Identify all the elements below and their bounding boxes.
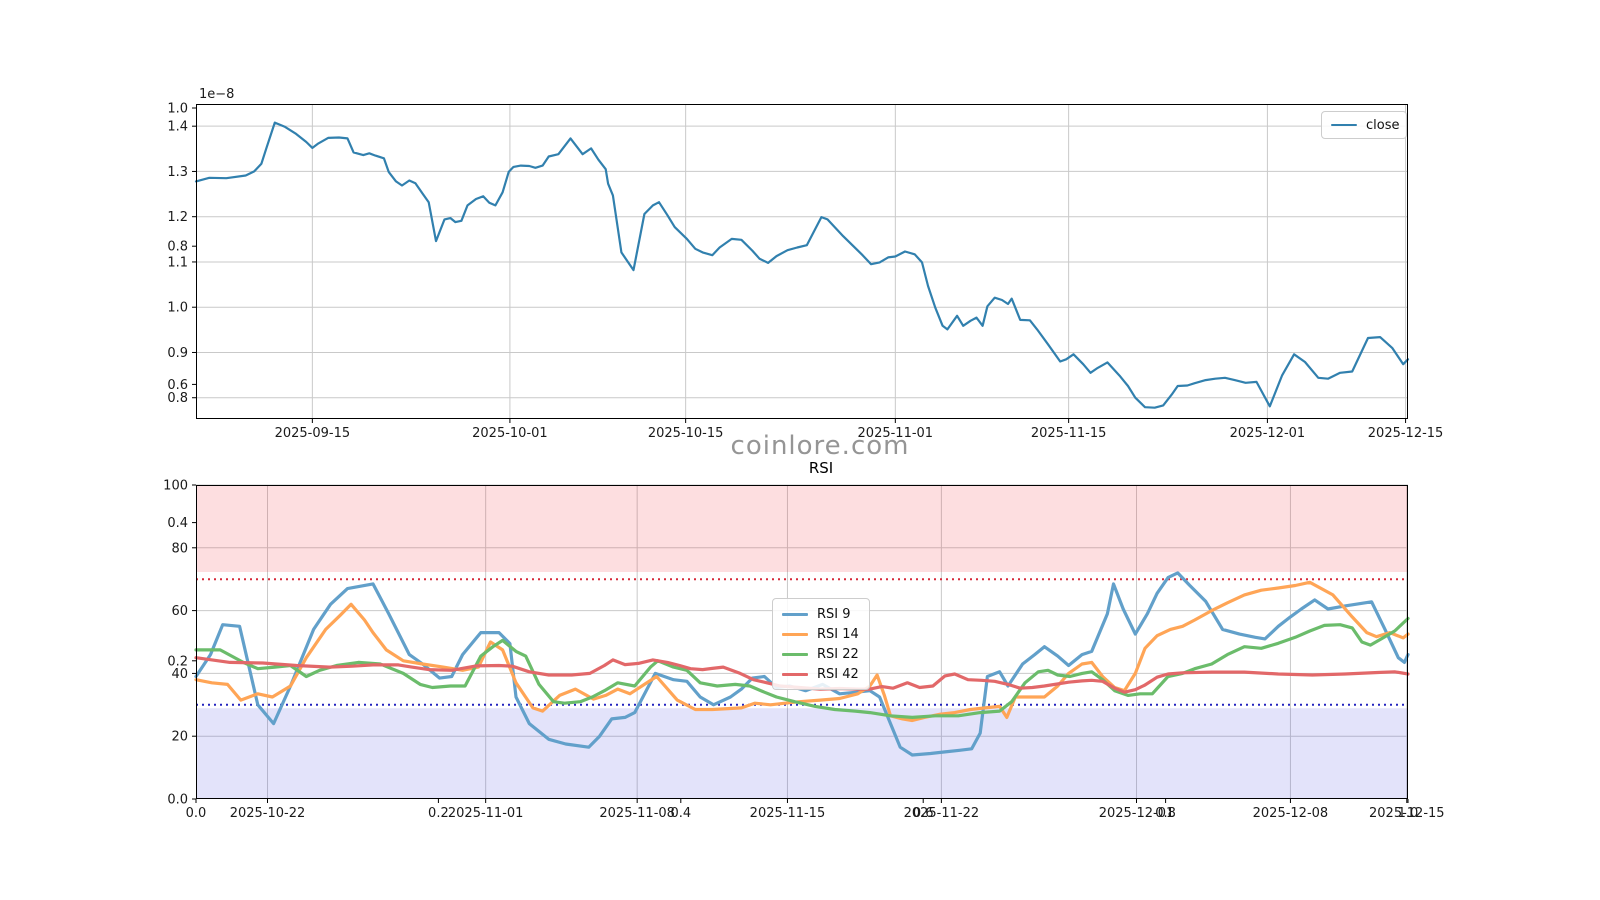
svg-text:2025-09-15: 2025-09-15 bbox=[275, 426, 351, 441]
legend-entry-close: close bbox=[1331, 117, 1400, 133]
overbought-band bbox=[196, 485, 1408, 572]
svg-text:0.6: 0.6 bbox=[913, 806, 934, 821]
hidden-axis: 0.0 0.2 0.4 0.6 0.8 1.01.00.80.60.40.20.0 bbox=[167, 102, 1418, 822]
svg-text:100: 100 bbox=[163, 479, 188, 494]
svg-text:2025-12-01: 2025-12-01 bbox=[1099, 806, 1175, 821]
svg-text:0.4: 0.4 bbox=[670, 806, 691, 821]
svg-text:20: 20 bbox=[171, 730, 188, 745]
oversold-band bbox=[196, 708, 1408, 799]
svg-text:2025-11-01: 2025-11-01 bbox=[448, 806, 524, 821]
price-chart-grid bbox=[196, 104, 1408, 419]
legend-label-rsi14: RSI 14 bbox=[817, 626, 859, 642]
series-close bbox=[194, 121, 1410, 409]
svg-text:0.8: 0.8 bbox=[167, 391, 188, 406]
legend-entry-rsi14: RSI 14 bbox=[782, 627, 860, 642]
svg-text:1.1: 1.1 bbox=[167, 255, 188, 270]
svg-text:2025-12-01: 2025-12-01 bbox=[1230, 426, 1306, 441]
svg-text:1.0: 1.0 bbox=[1398, 806, 1419, 821]
svg-text:60: 60 bbox=[171, 604, 188, 619]
svg-text:1.2: 1.2 bbox=[167, 210, 188, 225]
svg-text:2025-11-15: 2025-11-15 bbox=[750, 806, 826, 821]
svg-text:2025-12-15: 2025-12-15 bbox=[1369, 806, 1445, 821]
legend-label-rsi9: RSI 9 bbox=[817, 606, 851, 622]
legend-line-rsi42 bbox=[782, 672, 808, 676]
legend-label-rsi22: RSI 22 bbox=[817, 646, 859, 662]
svg-text:1.4: 1.4 bbox=[167, 120, 188, 135]
series-rsi-22 bbox=[194, 616, 1410, 720]
svg-text:0.6: 0.6 bbox=[167, 378, 188, 393]
svg-text:1.0: 1.0 bbox=[167, 301, 188, 316]
svg-text:2025-12-15: 2025-12-15 bbox=[1368, 426, 1444, 441]
svg-text:2025-12-08: 2025-12-08 bbox=[1253, 806, 1329, 821]
svg-text:2025-10-01: 2025-10-01 bbox=[472, 426, 548, 441]
svg-text:2025-10-15: 2025-10-15 bbox=[648, 426, 724, 441]
legend-line-close bbox=[1331, 124, 1357, 126]
rsi-chart-title: RSI bbox=[808, 459, 834, 477]
legend-close: close bbox=[1321, 111, 1407, 139]
legend-entry-rsi9: RSI 9 bbox=[782, 607, 860, 622]
svg-text:2025-10-22: 2025-10-22 bbox=[230, 806, 306, 821]
legend-label-rsi42: RSI 42 bbox=[817, 666, 859, 682]
svg-text:2025-11-08: 2025-11-08 bbox=[599, 806, 675, 821]
svg-text:1.0: 1.0 bbox=[167, 102, 188, 117]
price-chart: 2025-09-15 2025-10-01 2025-10-15 2025-11-01… bbox=[167, 104, 1443, 441]
svg-text:2025-11-01: 2025-11-01 bbox=[858, 426, 934, 441]
svg-text:0.4: 0.4 bbox=[167, 516, 188, 531]
svg-text:1.3: 1.3 bbox=[167, 165, 188, 180]
legend-line-rsi22 bbox=[782, 652, 808, 656]
svg-text:0.8: 0.8 bbox=[167, 240, 188, 255]
watermark: coinlore.com bbox=[730, 431, 910, 461]
y-axis-offset-label: 1e−8 bbox=[199, 87, 235, 102]
svg-text:0.9: 0.9 bbox=[167, 346, 188, 361]
legend-rsi: RSI 9 RSI 14 RSI 22 RSI 42 bbox=[772, 598, 870, 690]
legend-line-rsi14 bbox=[782, 632, 808, 636]
svg-text:80: 80 bbox=[171, 541, 188, 556]
series-rsi-14 bbox=[194, 580, 1410, 723]
legend-entry-rsi22: RSI 22 bbox=[782, 647, 860, 662]
svg-text:0.8: 0.8 bbox=[1155, 806, 1176, 821]
legend-label-close: close bbox=[1366, 117, 1400, 133]
rsi-chart-tick-labels: 2025-10-22 2025-11-01 2025-11-08 2025-11-15… bbox=[163, 479, 1444, 822]
svg-text:0.2: 0.2 bbox=[428, 806, 449, 821]
svg-text:2025-11-15: 2025-11-15 bbox=[1031, 426, 1107, 441]
legend-line-rsi9 bbox=[782, 612, 808, 616]
svg-text:0.0: 0.0 bbox=[167, 793, 188, 808]
legend-entry-rsi42: RSI 42 bbox=[782, 667, 860, 682]
rsi-chart: 2025-10-22 2025-11-01 2025-11-08 2025-11-15… bbox=[163, 479, 1444, 822]
svg-text:0.2: 0.2 bbox=[167, 654, 188, 669]
svg-text:0.0: 0.0 bbox=[186, 806, 207, 821]
svg-text:2025-11-22: 2025-11-22 bbox=[904, 806, 980, 821]
price-chart-tick-labels: 2025-09-15 2025-10-01 2025-10-15 2025-11-01… bbox=[167, 120, 1443, 441]
svg-text:40: 40 bbox=[171, 667, 188, 682]
